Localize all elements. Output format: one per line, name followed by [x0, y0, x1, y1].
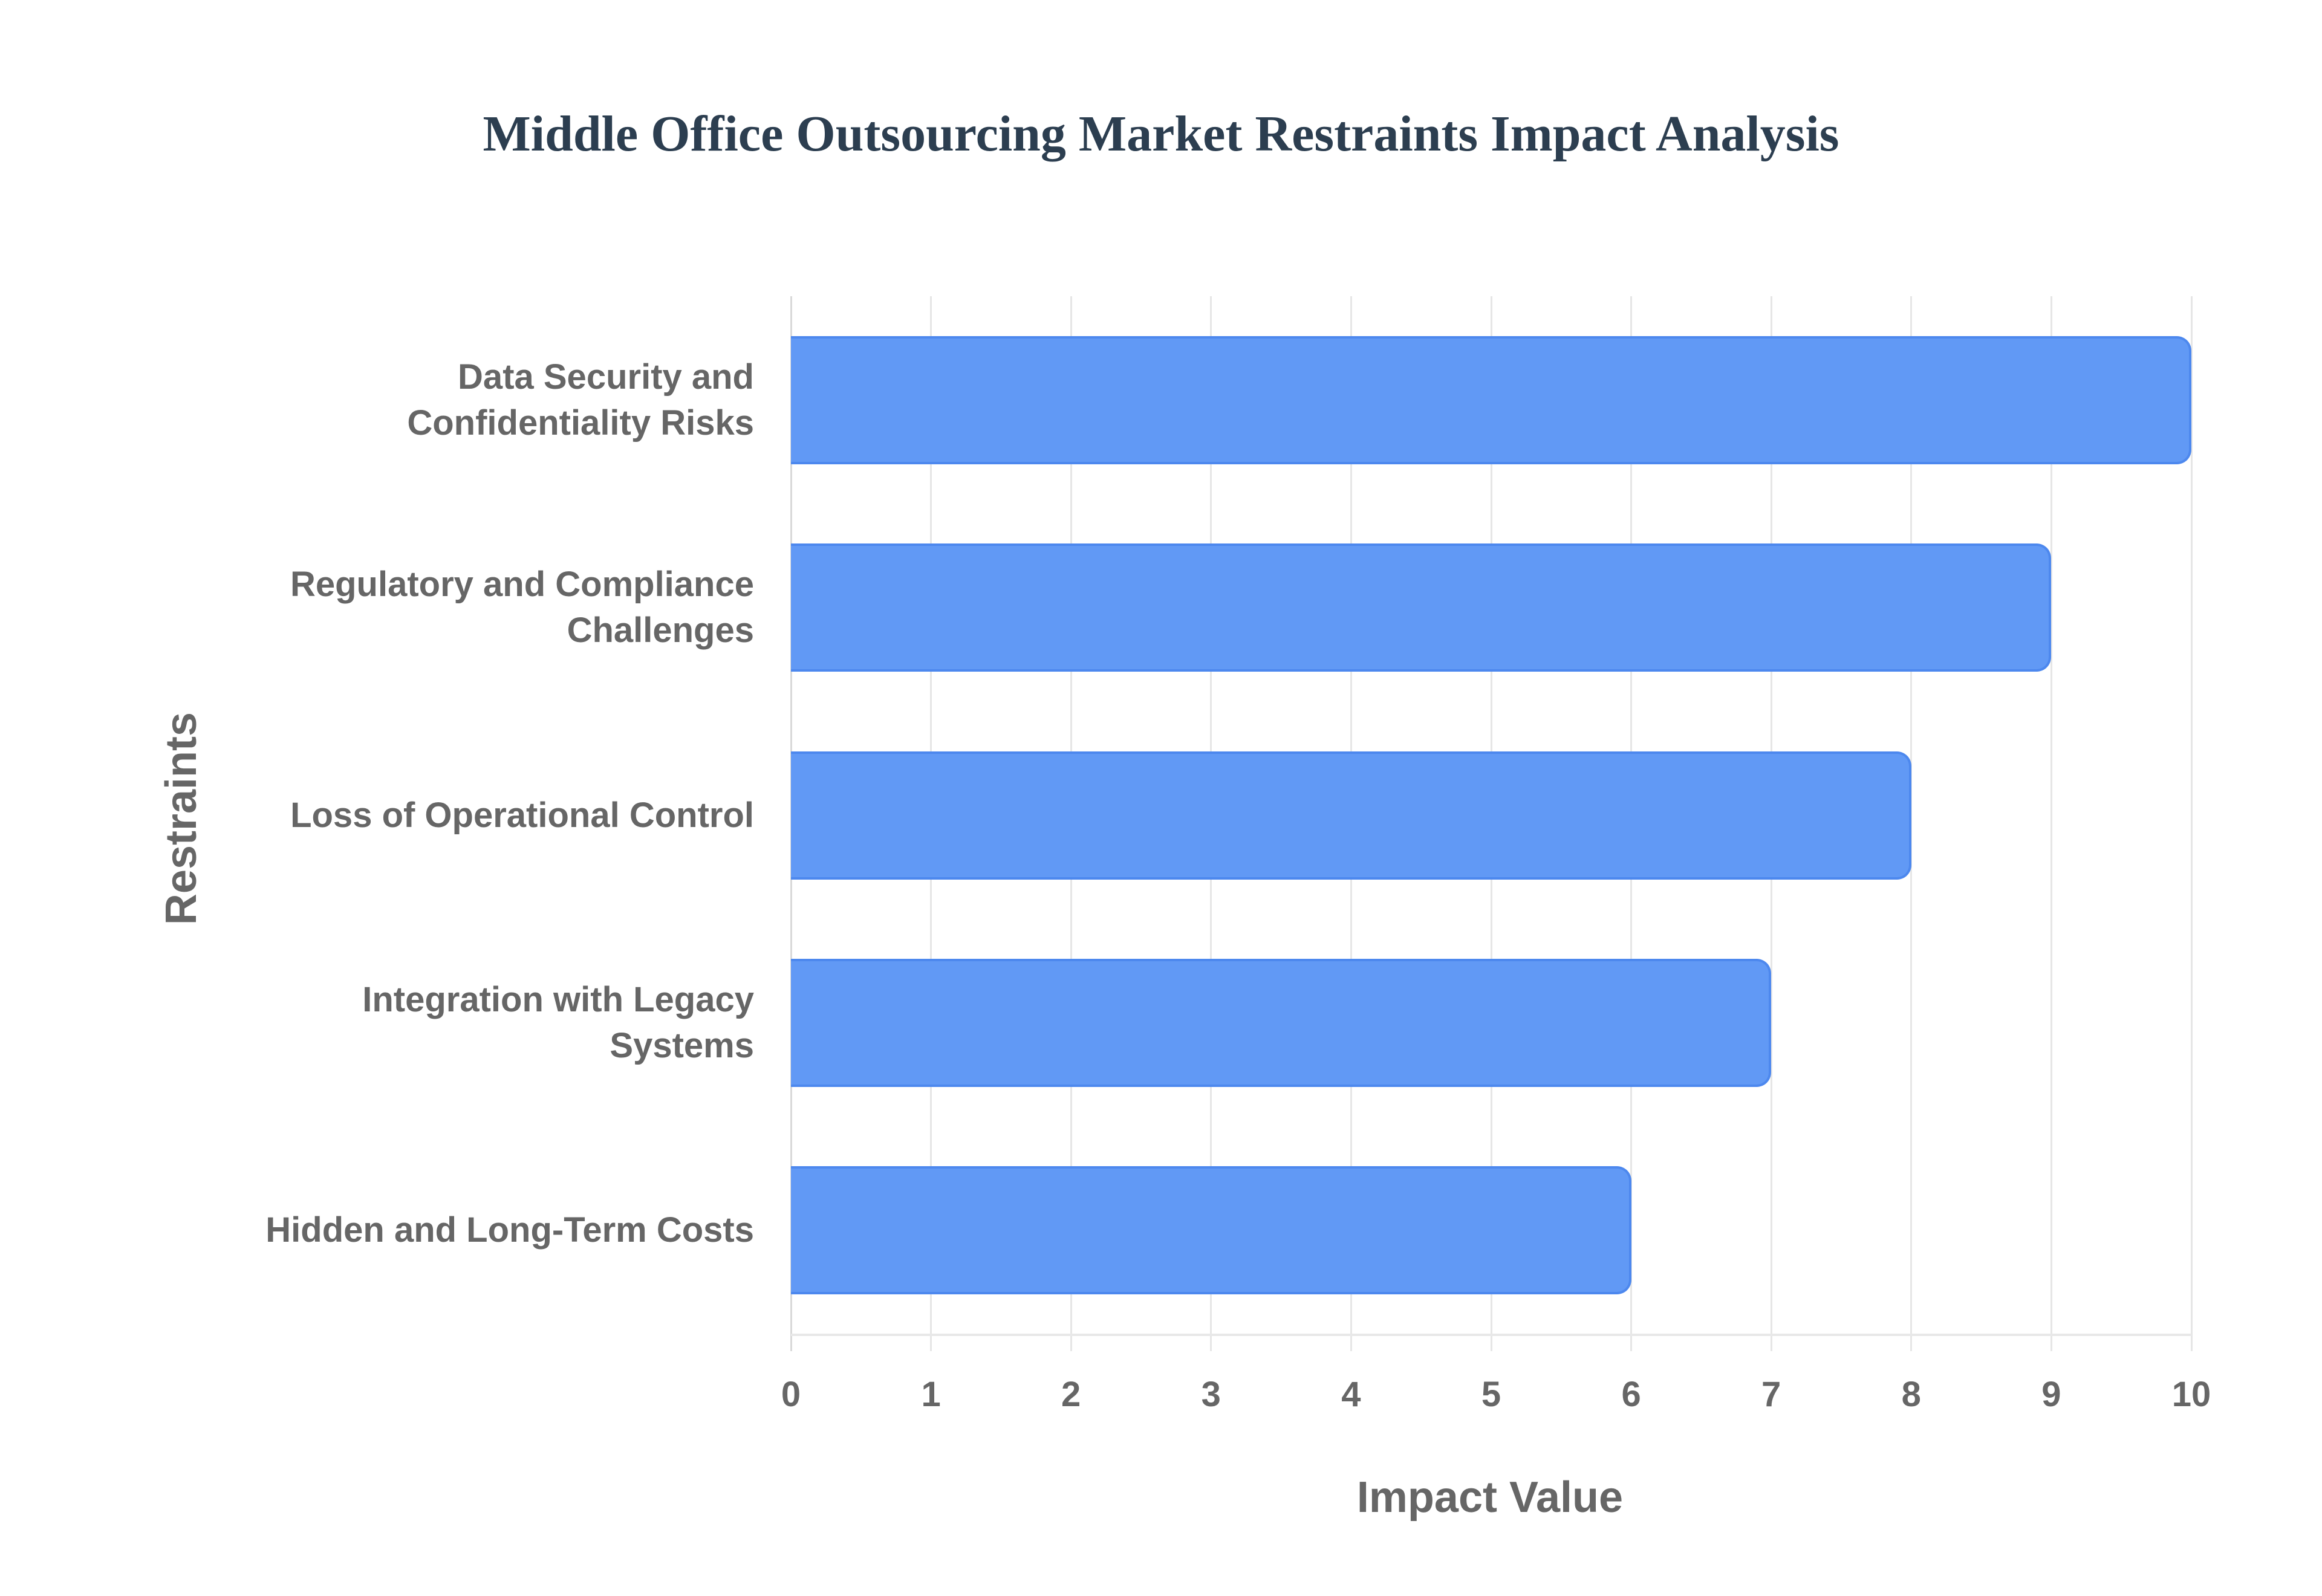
y-tick-label-line: Regulatory and Compliance	[290, 565, 754, 605]
x-tick-label: 1	[921, 1375, 941, 1414]
bar[interactable]	[791, 543, 2052, 672]
x-tick-label: 5	[1481, 1375, 1501, 1414]
y-tick-label: Data Security and Confidentiality Risks	[149, 354, 754, 446]
x-axis-label: Impact Value	[1356, 1473, 1624, 1522]
x-axis-line	[791, 1334, 2191, 1336]
y-tick-label-line: Systems	[610, 1025, 754, 1065]
plot-area	[790, 296, 2193, 1351]
y-tick-label-line: Loss of Operational Control	[290, 795, 754, 835]
bar[interactable]	[791, 1166, 1631, 1295]
x-tick-label: 6	[1621, 1375, 1641, 1414]
x-tick-label: 8	[1901, 1375, 1921, 1414]
y-tick-label: Regulatory and Compliance Challenges	[149, 562, 754, 654]
x-tick-label: 0	[781, 1375, 801, 1414]
x-tick-label: 9	[2041, 1375, 2061, 1414]
y-tick-label-line: Integration with Legacy	[362, 979, 754, 1019]
bar[interactable]	[791, 751, 1911, 880]
y-tick-label: Integration with Legacy Systems	[149, 977, 754, 1069]
x-tick-label: 2	[1061, 1375, 1081, 1414]
y-tick-label-line: Data Security and	[458, 357, 754, 397]
y-tick-label: Hidden and Long-Term Costs	[149, 1207, 754, 1253]
x-tick-label: 7	[1761, 1375, 1781, 1414]
y-tick-label-line: Challenges	[567, 611, 754, 650]
y-tick-label: Loss of Operational Control	[149, 793, 754, 839]
gridline	[2050, 296, 2052, 1351]
x-tick-label: 4	[1341, 1375, 1361, 1414]
y-tick-label-line: Hidden and Long-Term Costs	[265, 1210, 754, 1250]
bar[interactable]	[791, 336, 2191, 464]
x-tick-label: 10	[2171, 1375, 2211, 1414]
gridline	[2190, 296, 2193, 1351]
chart-title: Middle Office Outsourcing Market Restrai…	[483, 106, 1839, 162]
y-tick-label-line: Confidentiality Risks	[407, 403, 754, 443]
x-tick-label: 3	[1201, 1375, 1221, 1414]
bar[interactable]	[791, 958, 1772, 1087]
gridline	[1910, 296, 1913, 1351]
